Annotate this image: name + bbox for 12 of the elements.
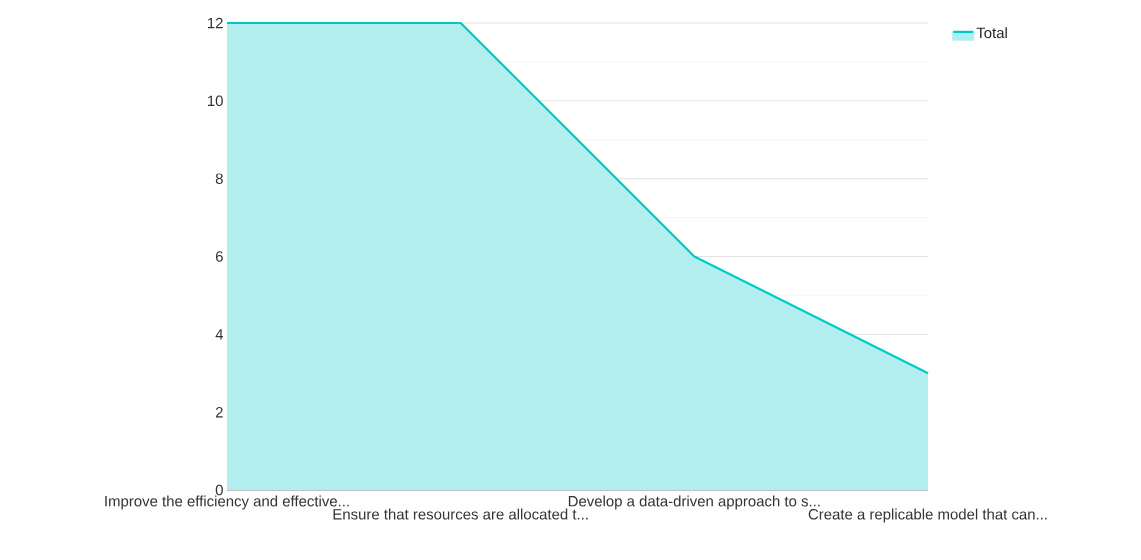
x-tick-label: Create a replicable model that can... xyxy=(808,508,1047,523)
y-tick-label: 2 xyxy=(215,406,223,418)
x-tick-label: Improve the efficiency and effective... xyxy=(105,495,349,510)
y-tick-label: 8 xyxy=(215,173,223,184)
y-tick-label: 12 xyxy=(208,17,223,29)
x-tick-label: Ensure that resources are allocated t... xyxy=(333,508,588,520)
legend-label: Total xyxy=(976,27,1007,39)
y-tick-label: 0 xyxy=(215,484,223,496)
y-tick-label: 4 xyxy=(215,329,224,340)
y-tick-label: 10 xyxy=(208,95,223,107)
y-tick-label: 6 xyxy=(215,251,223,262)
x-tick-label: Develop a data-driven approach to s... xyxy=(568,495,820,510)
